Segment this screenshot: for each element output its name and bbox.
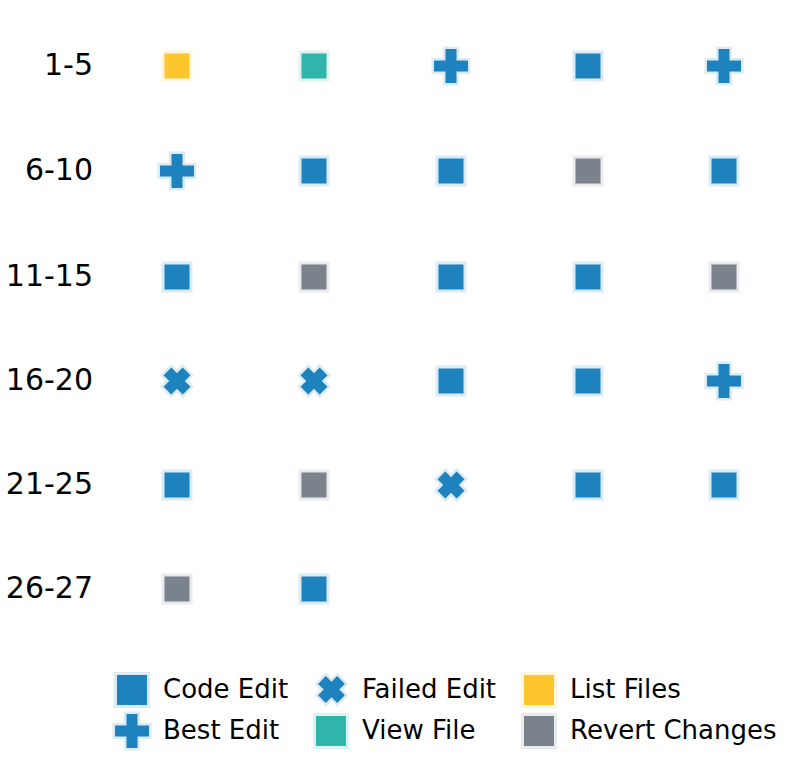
- code-edit-square-icon: [165, 473, 190, 498]
- code-edit-square-icon: [117, 675, 147, 705]
- row-label: 6-10: [0, 155, 93, 185]
- list-files-square-icon: [524, 675, 554, 705]
- legend-marker: [519, 675, 559, 705]
- marker-failed-edit: [164, 368, 191, 395]
- marker-code-edit: [576, 473, 601, 498]
- revert-changes-square-icon: [165, 577, 190, 602]
- best-edit-plus-icon: [115, 714, 149, 748]
- marker-revert-changes: [302, 265, 327, 290]
- best-edit-plus-icon: [707, 49, 741, 83]
- marker-revert-changes: [165, 577, 190, 602]
- legend-item-failed-edit: Failed Edit: [311, 675, 496, 705]
- marker-failed-edit: [438, 472, 465, 499]
- code-edit-square-icon: [165, 265, 190, 290]
- failed-edit-x-icon: [312, 671, 350, 709]
- code-edit-square-icon: [712, 159, 737, 184]
- legend-marker: [112, 675, 152, 705]
- row-label: 1-5: [0, 50, 93, 80]
- marker-failed-edit: [301, 368, 328, 395]
- legend-marker: [519, 716, 559, 746]
- best-edit-plus-icon: [160, 154, 194, 188]
- action-grid-chart: 1-5 6-10 11-15 16-20 21-25 26-27 Code Edit Fai…: [0, 0, 809, 769]
- row-label: 26-27: [0, 573, 93, 603]
- marker-best-edit: [160, 154, 194, 188]
- best-edit-plus-icon: [707, 364, 741, 398]
- marker-code-edit: [439, 265, 464, 290]
- marker-code-edit: [712, 473, 737, 498]
- marker-revert-changes: [302, 473, 327, 498]
- revert-changes-square-icon: [712, 265, 737, 290]
- row-label: 11-15: [0, 261, 93, 291]
- marker-revert-changes: [576, 159, 601, 184]
- legend-marker: [311, 676, 351, 703]
- legend-label: Failed Edit: [362, 675, 496, 705]
- best-edit-plus-icon: [434, 49, 468, 83]
- marker-code-edit: [576, 265, 601, 290]
- marker-code-edit: [576, 54, 601, 79]
- marker-code-edit: [302, 159, 327, 184]
- code-edit-square-icon: [439, 159, 464, 184]
- code-edit-square-icon: [712, 473, 737, 498]
- failed-edit-x-icon: [295, 362, 333, 400]
- revert-changes-square-icon: [524, 716, 554, 746]
- legend-item-view-file: View File: [311, 716, 475, 746]
- marker-code-edit: [712, 159, 737, 184]
- row-label: 21-25: [0, 469, 93, 499]
- code-edit-square-icon: [439, 369, 464, 394]
- legend-item-list-files: List Files: [519, 675, 681, 705]
- marker-view-file: [302, 54, 327, 79]
- list-files-square-icon: [165, 54, 190, 79]
- marker-best-edit: [707, 364, 741, 398]
- failed-edit-x-icon: [432, 466, 470, 504]
- code-edit-square-icon: [576, 369, 601, 394]
- legend-item-code-edit: Code Edit: [112, 675, 288, 705]
- view-file-square-icon: [316, 716, 346, 746]
- legend-label: Code Edit: [163, 675, 288, 705]
- code-edit-square-icon: [439, 265, 464, 290]
- marker-code-edit: [302, 577, 327, 602]
- marker-best-edit: [434, 49, 468, 83]
- revert-changes-square-icon: [576, 159, 601, 184]
- marker-list-files: [165, 54, 190, 79]
- marker-revert-changes: [712, 265, 737, 290]
- marker-code-edit: [439, 159, 464, 184]
- code-edit-square-icon: [576, 265, 601, 290]
- legend-marker: [112, 714, 152, 748]
- code-edit-square-icon: [302, 577, 327, 602]
- view-file-square-icon: [302, 54, 327, 79]
- row-label: 16-20: [0, 365, 93, 395]
- revert-changes-square-icon: [302, 265, 327, 290]
- revert-changes-square-icon: [302, 473, 327, 498]
- legend-label: List Files: [570, 675, 681, 705]
- marker-code-edit: [165, 473, 190, 498]
- failed-edit-x-icon: [158, 362, 196, 400]
- legend-item-best-edit: Best Edit: [112, 714, 279, 748]
- marker-code-edit: [576, 369, 601, 394]
- legend-marker: [311, 716, 351, 746]
- legend-label: Revert Changes: [570, 716, 777, 746]
- marker-best-edit: [707, 49, 741, 83]
- legend-label: View File: [362, 716, 475, 746]
- code-edit-square-icon: [302, 159, 327, 184]
- legend-item-revert-changes: Revert Changes: [519, 716, 777, 746]
- marker-code-edit: [165, 265, 190, 290]
- legend-label: Best Edit: [163, 716, 279, 746]
- marker-code-edit: [439, 369, 464, 394]
- code-edit-square-icon: [576, 54, 601, 79]
- code-edit-square-icon: [576, 473, 601, 498]
